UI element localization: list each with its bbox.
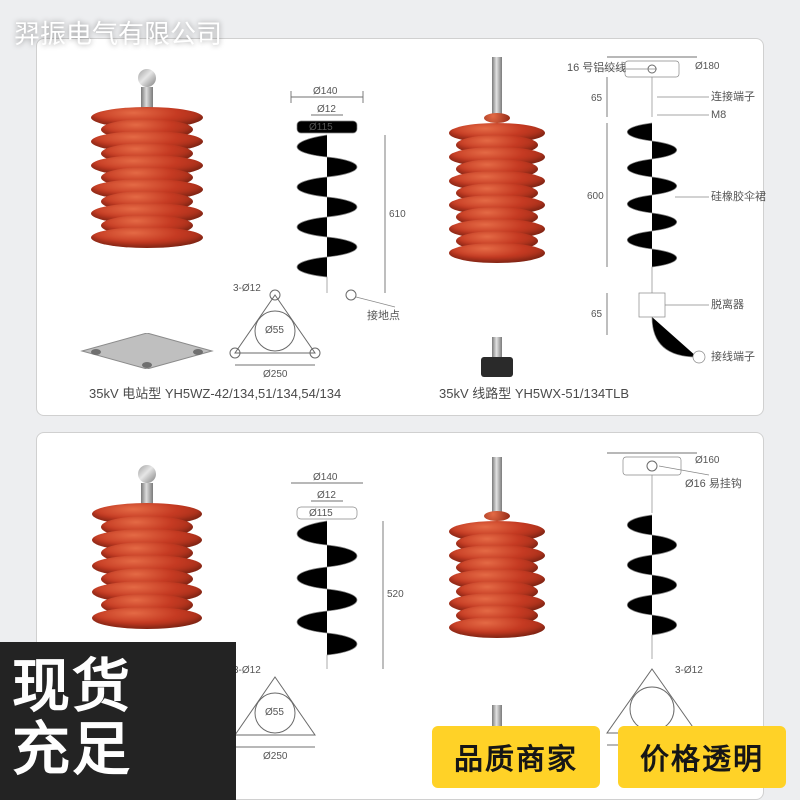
caption-line: 35kV 线路型 YH5WX-51/134TLB	[439, 383, 629, 402]
bottom-rod	[492, 705, 502, 727]
disconnector	[481, 357, 513, 377]
dim-label: 520	[387, 589, 404, 600]
callout: 连接端子	[711, 90, 755, 103]
promo-line-1: 现货	[12, 656, 236, 719]
terminal-stem	[141, 87, 153, 109]
terminal-knob	[138, 465, 156, 483]
arrester-line-photo	[437, 57, 557, 377]
dim-label: 3-Ø12	[233, 283, 261, 294]
callout: 硅橡胶伞裙	[711, 189, 766, 203]
dim-label: Ø55	[265, 707, 284, 718]
dim-label: Ø55	[265, 325, 284, 336]
dim-label: Ø115	[309, 122, 333, 133]
base-plate	[72, 333, 222, 369]
dim-label: Ø16 易挂钩	[685, 476, 742, 490]
terminal-knob	[138, 69, 156, 87]
dim-drawing-station: Ø140 Ø12 Ø115 610 接地点 3-Ø12 Ø	[227, 83, 417, 383]
dim-label: 3-Ø12	[233, 665, 261, 676]
arrester-station-photo	[67, 69, 227, 369]
callout: 接线端子	[711, 349, 755, 363]
dim-label: Ø250	[263, 369, 288, 380]
dim-drawing-line: Ø180 16 号铝绞线 连接端子 M8 硅橡胶伞裙 65 600 65	[567, 57, 757, 381]
top-cap	[484, 113, 510, 123]
callout: M8	[711, 109, 726, 121]
arrester-line-photo-2	[437, 457, 557, 757]
dim-drawing-line-2: Ø160 Ø16 易挂钩 3-Ø12 Ø250	[567, 453, 757, 773]
watermark-text: 羿振电气有限公司	[14, 14, 222, 51]
dim-label: 610	[389, 209, 406, 220]
dim-label: 接地点	[367, 309, 400, 322]
callout: 脱离器	[711, 297, 744, 311]
dim-label: 65	[591, 93, 603, 104]
dim-drawing-station-2: Ø140 Ø12 Ø115 520 3-Ø12 Ø250 Ø55	[227, 469, 417, 769]
insulator-sheds	[92, 503, 202, 629]
badge-price: 价格透明	[618, 726, 786, 788]
dim-label: Ø140	[313, 86, 338, 97]
callout: 16 号铝绞线	[567, 60, 626, 74]
panel-top: Ø140 Ø12 Ø115 610 接地点 3-Ø12 Ø	[36, 38, 764, 416]
dim-label: 65	[591, 309, 603, 320]
dim-label: Ø115	[309, 508, 333, 519]
insulator-sheds	[449, 521, 545, 638]
top-cap	[484, 511, 510, 521]
insulator-sheds	[91, 107, 203, 248]
dim-label: Ø250	[263, 751, 288, 762]
caption-station: 35kV 电站型 YH5WZ-42/134,51/134,54/134	[89, 383, 341, 402]
top-rod	[492, 457, 502, 513]
dim-label: Ø12	[317, 490, 336, 501]
insulator-sheds	[449, 123, 545, 263]
dim-label: 3-Ø12	[675, 665, 703, 676]
promo-block: 现货 充足	[0, 642, 236, 800]
badge-row: 品质商家 价格透明	[432, 726, 786, 788]
dim-label: Ø180	[695, 61, 720, 72]
badge-quality: 品质商家	[432, 726, 600, 788]
dim-label: 600	[587, 191, 604, 202]
dim-label: Ø12	[317, 104, 336, 115]
dim-label: Ø140	[313, 472, 338, 483]
terminal-stem	[141, 483, 153, 505]
promo-line-2: 充足	[12, 719, 236, 782]
top-rod	[492, 57, 502, 115]
dim-label: Ø160	[695, 455, 720, 466]
bottom-rod	[492, 337, 502, 357]
